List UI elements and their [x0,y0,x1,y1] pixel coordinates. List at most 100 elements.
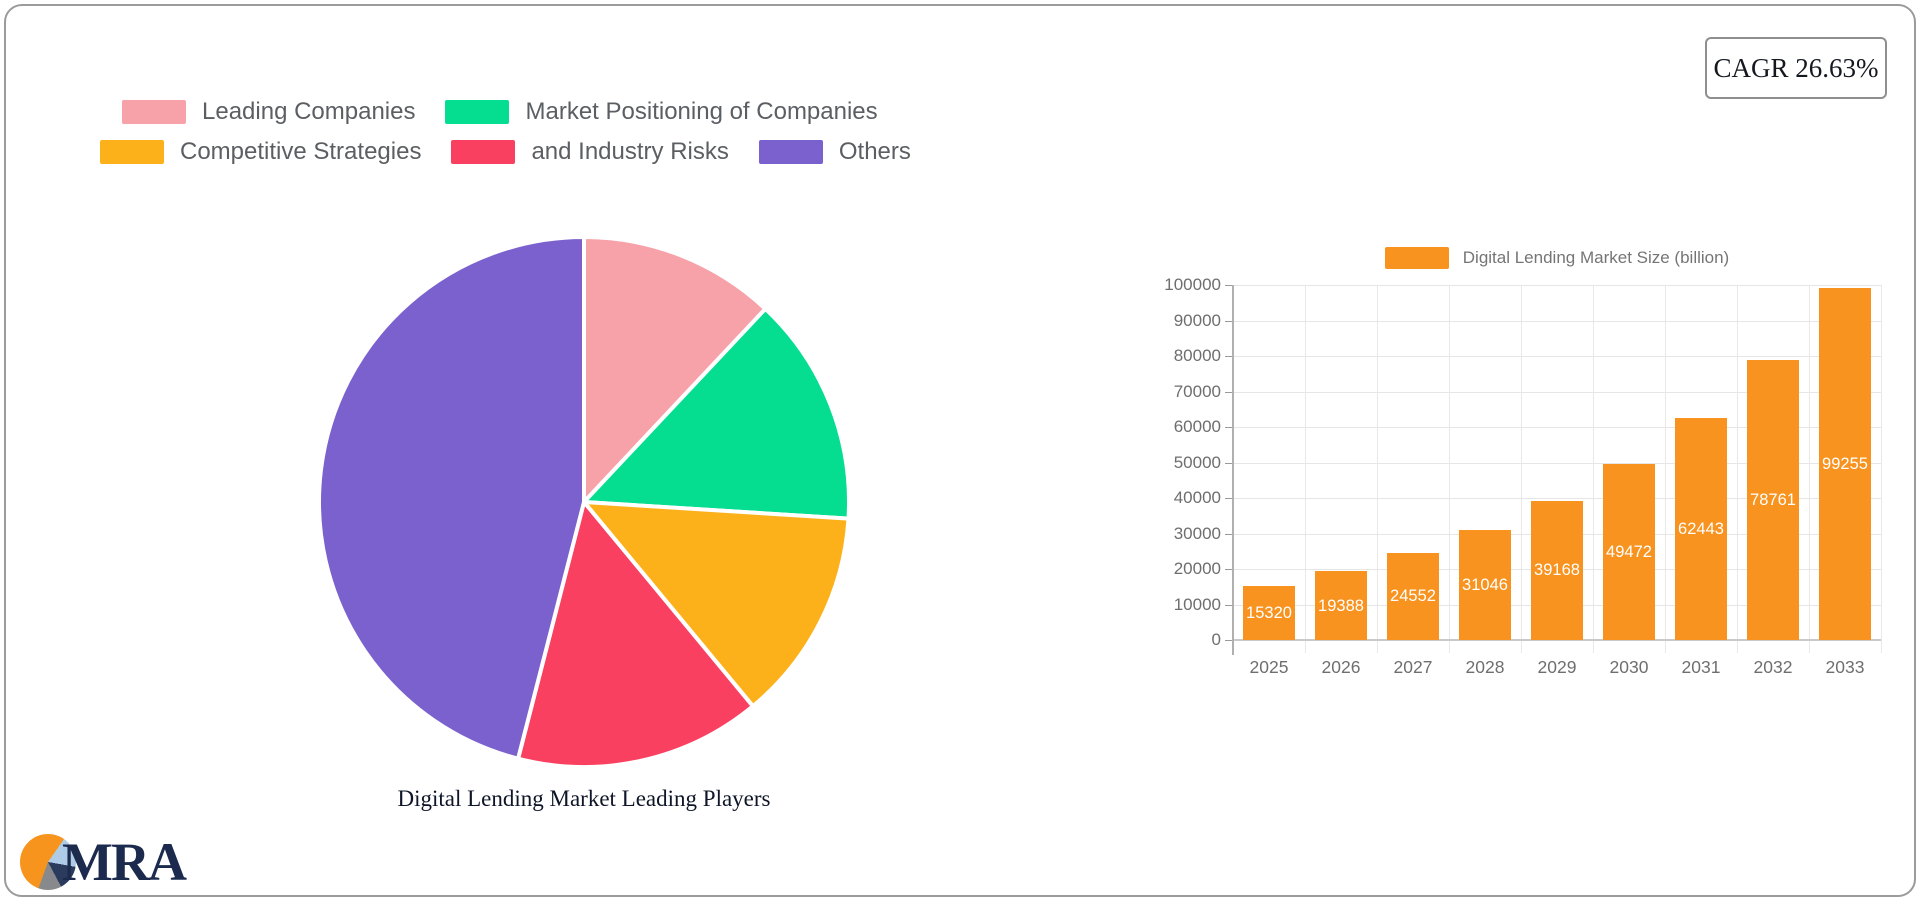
y-axis-tick [1225,498,1233,499]
bar-2027 [1387,552,1439,640]
bar-value-label: 15320 [1246,603,1292,622]
bar-value-label: 78761 [1750,491,1796,510]
pie-legend-row-0: Leading Companies Market Positioning of C… [100,98,911,126]
legend-label: Market Positioning of Companies [525,98,878,125]
horizontal-gridline [1233,639,1881,641]
x-axis-label: 2029 [1537,657,1577,677]
y-axis-label: 100000 [1164,275,1221,294]
x-axis-label: 2026 [1321,657,1361,677]
cagr-badge: CAGR 26.63% [1705,37,1887,99]
y-axis-tick [1225,640,1233,641]
y-axis-label: 90000 [1173,310,1221,330]
legend-swatch-icon [451,140,516,164]
vertical-gridline [1665,285,1666,653]
legend-item-2: Competitive Strategies [100,138,421,166]
legend-swatch-icon [122,100,186,124]
horizontal-gridline [1233,320,1881,322]
y-axis-label: 70000 [1173,381,1221,401]
x-axis-label: 2030 [1609,657,1649,677]
vertical-gridline [1449,285,1450,653]
x-axis-label: 2028 [1465,657,1505,677]
horizontal-gridline [1233,427,1881,428]
y-axis-label: 60000 [1173,417,1221,436]
vertical-gridline [1593,285,1594,653]
x-axis-label: 2031 [1681,657,1721,677]
y-axis-label: 50000 [1173,452,1221,472]
mra-logo-text: MRA [62,832,187,892]
vertical-gridline [1377,285,1378,653]
y-axis-tick [1225,356,1233,357]
y-axis-tick [1225,462,1233,464]
bar-2026 [1315,571,1367,640]
bar-chart-legend: Digital Lending Market Size (billion) [1233,247,1881,269]
x-axis-label: 2025 [1249,657,1289,677]
legend-swatch-icon [445,100,510,124]
legend-label: Leading Companies [202,98,416,125]
pie-slice-3 [516,500,755,769]
legend-swatch-icon [758,140,823,164]
y-axis-tick [1225,427,1233,428]
bar-value-label: 31046 [1462,575,1508,594]
bar-2032 [1747,360,1799,640]
x-axis-label: 2027 [1393,657,1433,677]
pie-slice-0 [582,235,768,504]
vertical-gridline [1881,285,1882,653]
bar-2031 [1675,418,1727,640]
horizontal-gridline [1233,356,1881,357]
legend-label: Competitive Strategies [180,138,422,165]
y-axis-label: 30000 [1173,523,1221,543]
y-axis-label: 40000 [1173,488,1221,507]
vertical-gridline [1809,285,1810,653]
bar-legend-swatch [1384,247,1449,269]
y-axis-tick [1225,604,1233,606]
bar-value-label: 49472 [1606,543,1652,562]
bar-chart: 0 10000 20000 30000 40000 50000 60000 70000 8000… [1164,275,1882,677]
x-axis-label: 2032 [1753,657,1793,677]
bar-2028 [1459,529,1511,640]
bar-value-label: 39168 [1534,561,1580,580]
legend-item-1: Market Positioning of Companies [445,98,878,126]
pie-slice-4 [316,235,586,761]
bar-2033 [1819,287,1871,640]
y-axis-tick [1225,320,1233,322]
bar-value-label: 19388 [1318,596,1364,615]
bar-value-label: 24552 [1390,587,1436,606]
pie-legend-row-1: Competitive Strategies and Industry Risks… [100,138,911,166]
y-axis-tick [1225,391,1233,393]
y-axis-label: 10000 [1173,594,1221,614]
horizontal-gridline [1233,462,1881,464]
y-axis-tick [1225,533,1233,535]
vertical-gridline [1305,285,1306,653]
legend-item-0: Leading Companies [122,98,415,126]
legend-label: Others [838,138,911,165]
horizontal-gridline [1233,285,1881,286]
y-axis-label: 80000 [1173,346,1221,365]
y-axis-tick [1225,285,1233,286]
vertical-gridline [1521,285,1522,653]
bar-2029 [1531,500,1583,640]
pie-chart [316,235,851,769]
pie-chart-title: Digital Lending Market Leading Players [397,786,771,811]
x-axis-label: 2033 [1825,657,1865,677]
vertical-gridline [1737,285,1738,653]
horizontal-gridline [1233,498,1881,499]
pie-slice-2 [582,500,851,709]
y-axis-tick [1225,569,1233,570]
y-axis-label: 0 [1211,630,1221,649]
legend-item-4: Others [758,138,911,166]
bar-2025 [1243,585,1295,640]
legend-label: and Industry Risks [531,138,729,165]
bar-2030 [1603,464,1655,640]
legend-swatch-icon [100,140,164,164]
bar-value-label: 99255 [1822,454,1868,473]
bar-legend-label: Digital Lending Market Size (billion) [1462,248,1730,267]
y-axis-line [1232,285,1234,655]
pie-slice-1 [582,306,851,521]
horizontal-gridline [1233,391,1881,393]
mra-logo: MRA [20,832,187,892]
legend-item-3: and Industry Risks [451,138,729,166]
bar-value-label: 62443 [1678,520,1724,539]
pie-chart-legend: Leading Companies Market Positioning of C… [100,98,911,178]
mra-logo-pie-icon [20,834,76,890]
